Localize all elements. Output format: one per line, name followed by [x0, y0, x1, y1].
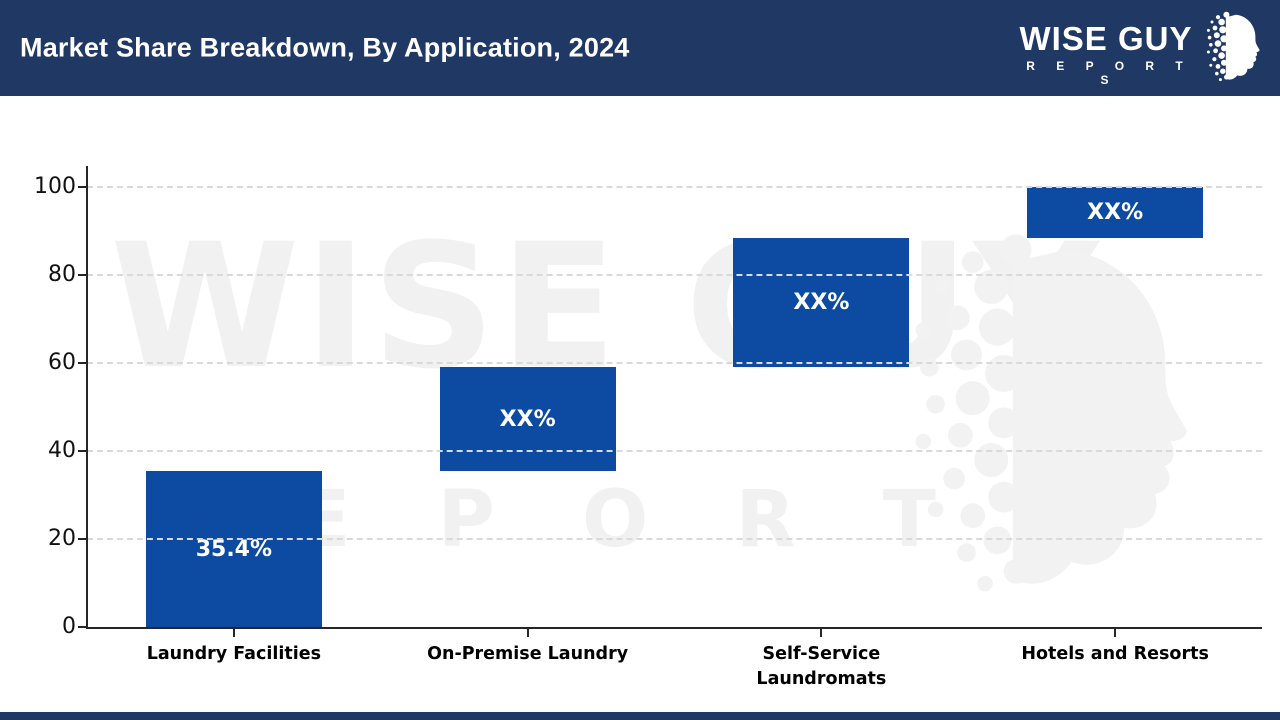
plot-area: WISE GUY R E P O R T S 0 20 40 60 80 100 35.4%… [0, 96, 1280, 712]
bar-value-label: XX% [1087, 199, 1144, 225]
x-axis-line [86, 627, 1262, 629]
y-tick-mark [78, 626, 87, 628]
bar-segment: XX% [1027, 187, 1204, 238]
y-tick-label: 80 [48, 262, 76, 287]
y-tick-mark [78, 450, 87, 452]
y-tick-mark [78, 274, 87, 276]
gridline [87, 362, 1262, 364]
logo-subtitle: R E P O R T S [1026, 59, 1192, 87]
wise-guy-logo: WISE GUY R E P O R T S [1016, 8, 1266, 90]
x-tick-mark [820, 629, 823, 637]
bar-segment: XX% [733, 237, 910, 368]
y-tick-label: 20 [48, 526, 76, 551]
x-tick-mark [232, 629, 235, 637]
y-tick-label: 60 [48, 350, 76, 375]
header-band: Market Share Breakdown, By Application, … [0, 0, 1280, 96]
y-axis-line [86, 166, 88, 629]
x-category-label: Hotels and Resorts [1021, 644, 1209, 664]
x-category-label: Laundry Facilities [146, 644, 322, 664]
bar-value-label: XX% [793, 289, 850, 315]
x-tick-mark [1114, 629, 1117, 637]
x-category-label: On-Premise Laundry [427, 644, 629, 664]
footer-band [0, 712, 1280, 720]
watermark-head-icon [915, 234, 1187, 592]
y-tick-label: 100 [34, 174, 76, 199]
logo-head-icon [1206, 11, 1260, 82]
x-category-label: Self-Service Laundromats [756, 644, 887, 690]
bar-value-label: XX% [499, 406, 556, 432]
logo-text: WISE GUY R E P O R T S [1016, 22, 1196, 87]
bar-segment: 35.4% [145, 471, 322, 627]
gridline [87, 274, 1262, 276]
gridline [87, 538, 1262, 540]
y-tick-mark [78, 186, 87, 188]
gridline [87, 186, 1262, 188]
y-tick-label: 0 [62, 614, 76, 639]
bar-segment: XX% [439, 367, 616, 472]
y-tick-mark [78, 538, 87, 540]
y-tick-mark [78, 362, 87, 364]
page-title: Market Share Breakdown, By Application, … [20, 32, 630, 63]
bar-value-label: 35.4% [195, 536, 273, 562]
gridline [87, 450, 1262, 452]
logo-wordmark: WISE GUY [1019, 20, 1193, 57]
x-tick-mark [526, 629, 529, 637]
y-tick-label: 40 [48, 438, 76, 463]
